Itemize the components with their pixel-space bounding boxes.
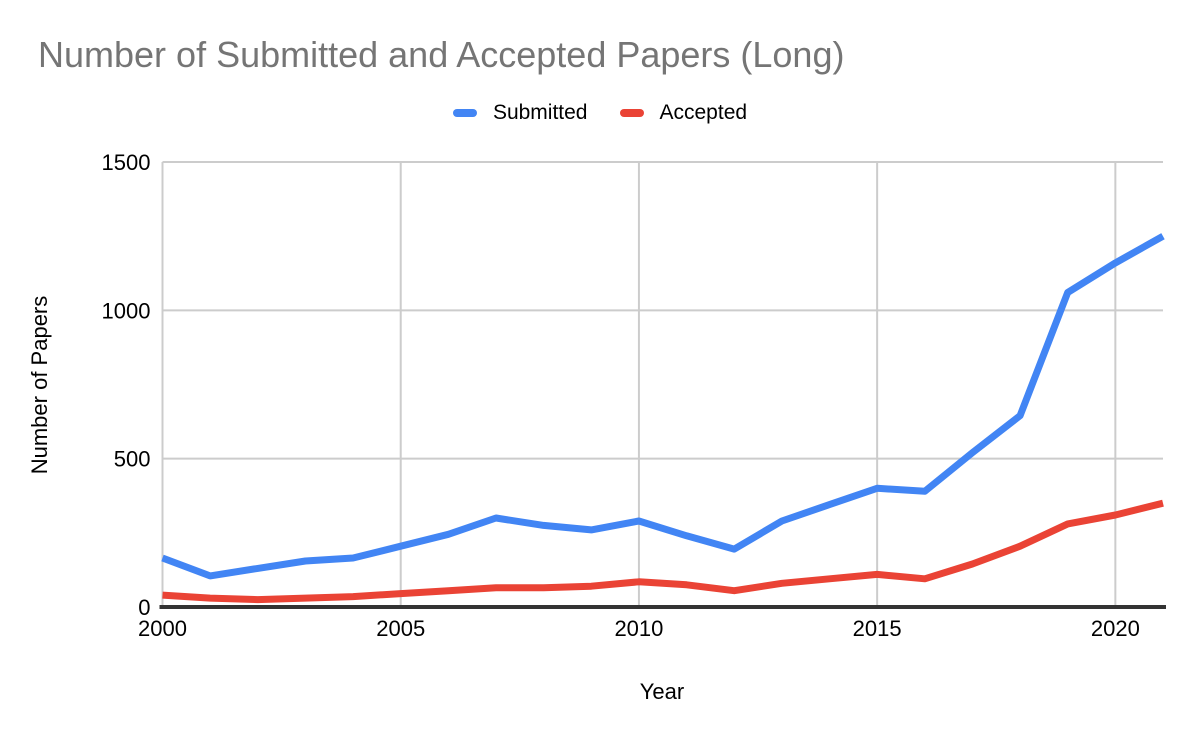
accepted-line-swatch-icon xyxy=(619,109,644,117)
data-series xyxy=(161,233,1165,604)
gridlines xyxy=(159,161,1166,609)
axis-tick-labels: 2000 2005 2010 2015 2020 0 500 1000 1500 xyxy=(102,150,1140,641)
submitted-line xyxy=(161,233,1165,580)
legend-item-submitted: Submitted xyxy=(452,101,588,125)
x-tick-label: 2005 xyxy=(376,616,425,641)
y-tick-label: 1500 xyxy=(102,150,151,175)
legend-label-accepted: Accepted xyxy=(659,101,748,124)
x-tick-label: 2010 xyxy=(614,616,663,641)
legend: Submitted Accepted xyxy=(0,101,1200,125)
chart-title: Number of Submitted and Accepted Papers … xyxy=(38,34,845,75)
legend-label-submitted: Submitted xyxy=(492,101,588,124)
x-tick-label: 2020 xyxy=(1091,616,1140,641)
legend-item-accepted: Accepted xyxy=(619,101,748,125)
x-axis-title: Year xyxy=(640,679,684,704)
y-tick-label: 500 xyxy=(114,447,151,472)
accepted-line xyxy=(162,499,1164,604)
y-tick-label: 0 xyxy=(138,595,150,620)
y-tick-label: 1000 xyxy=(102,298,151,323)
y-axis-title: Number of Papers xyxy=(27,296,52,475)
submitted-line-swatch-icon xyxy=(452,109,477,117)
x-tick-label: 2000 xyxy=(138,616,187,641)
x-tick-label: 2015 xyxy=(853,616,902,641)
